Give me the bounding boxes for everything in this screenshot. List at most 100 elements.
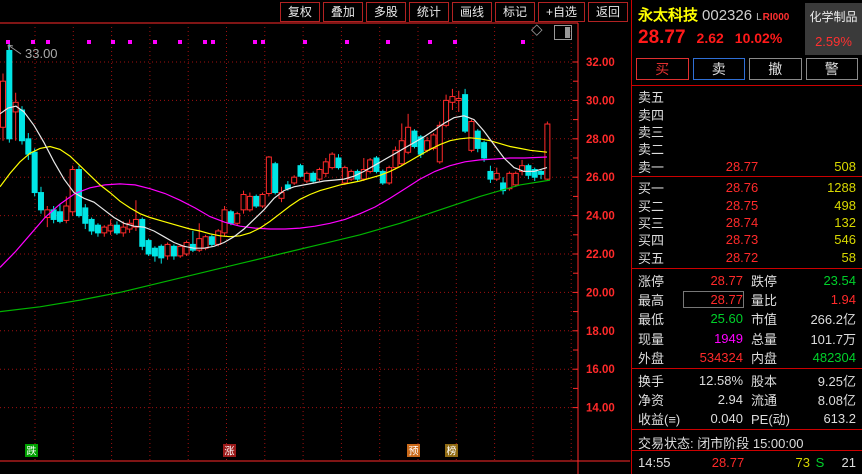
- toolbar-button[interactable]: 统计: [408, 2, 449, 22]
- event-marker-dot: [31, 40, 35, 44]
- stat-value: 1949: [714, 330, 743, 346]
- buy-level-row[interactable]: 买四 28.73 546: [632, 231, 862, 248]
- stock-header: 永太科技 002326 LRI000: [638, 4, 789, 25]
- stats-grid: 涨停 28.77 跌停 23.54 最高 28.77 量比 1.94 最低 25.60 市值 266.…: [632, 271, 862, 367]
- sell-level-row[interactable]: 卖四: [632, 105, 862, 123]
- stat-label: 外盘: [638, 350, 665, 366]
- candle-body: [215, 230, 222, 245]
- toolbar-button[interactable]: +自选: [537, 2, 585, 22]
- event-badge-label: 涨: [225, 446, 235, 458]
- candle-body: [170, 245, 177, 257]
- quote-price: 28.72: [725, 249, 759, 265]
- stats-row: 最高 28.77 量比 1.94: [632, 290, 862, 309]
- candle-body: [25, 138, 32, 155]
- toolbar-button[interactable]: 叠加: [322, 2, 363, 22]
- stat-label: 股本: [751, 374, 778, 390]
- candlestick-chart[interactable]: 14.00 16.00 18.00 20.00 22.00 24.00 26.00 28.00…: [0, 0, 632, 474]
- quote-price: 28.76: [725, 180, 759, 196]
- stat-label: 总量: [751, 331, 778, 347]
- toolbar-button[interactable]: 多股: [365, 2, 406, 22]
- buy-level-row[interactable]: 买三 28.74 132: [632, 214, 862, 231]
- order-buttons: 买卖撤警: [636, 58, 858, 80]
- buy-level-row[interactable]: 买五 28.72 58: [632, 249, 862, 266]
- candle-body: [202, 236, 209, 249]
- stat-label: 换手: [638, 374, 665, 390]
- sell-level-row[interactable]: 卖二: [632, 140, 862, 157]
- stat-cell: 股本 9.25亿: [751, 371, 856, 390]
- candle-body: [424, 140, 431, 151]
- stat-label: 跌停: [751, 274, 778, 290]
- stats-row: 外盘 534324 内盘 482304: [632, 348, 862, 367]
- stat-value: 9.25亿: [817, 374, 856, 390]
- sell-level-row[interactable]: 卖五: [632, 88, 862, 105]
- stat-value: 25.60: [710, 311, 743, 327]
- order-button[interactable]: 撤: [749, 58, 802, 80]
- y-axis-label: 18.00: [586, 326, 615, 338]
- diamond-marker-icon[interactable]: ◇: [531, 21, 543, 38]
- stat-value: 1.94: [830, 292, 856, 308]
- order-button[interactable]: 警: [805, 58, 858, 80]
- candle-body: [405, 126, 412, 153]
- candle-body: [63, 205, 70, 221]
- candle-body: [240, 193, 247, 211]
- candle-body: [367, 159, 374, 172]
- sell-level-row[interactable]: 卖一 28.77 508: [632, 158, 862, 175]
- tick-row: 14:55 28.77 73 S 21: [632, 453, 862, 472]
- ma-line-mid-yellow: [0, 137, 548, 238]
- order-button[interactable]: 卖: [692, 58, 745, 80]
- annotation-arrow: [7, 44, 22, 55]
- separator: [632, 368, 862, 369]
- candle-body: [449, 96, 456, 103]
- tick-volume: 73: [795, 455, 810, 470]
- ma-line-mid-magenta: [0, 156, 548, 268]
- toolbar-button[interactable]: 返回: [587, 2, 628, 22]
- event-badge[interactable]: [223, 444, 236, 457]
- stat-cell: 收益(≡) 0.040: [638, 409, 743, 428]
- stat-cell: 涨停 28.77: [638, 271, 743, 290]
- event-badge[interactable]: [407, 444, 420, 457]
- stat-value: 8.08亿: [817, 393, 856, 409]
- order-button[interactable]: 买: [636, 58, 689, 80]
- candle-body: [474, 130, 481, 149]
- candle-body: [487, 170, 494, 180]
- quote-panel: 永太科技 002326 LRI000 28.77 2.62 10.02% 化学制品 …: [631, 0, 862, 474]
- stat-cell: 跌停 23.54: [751, 271, 856, 290]
- candle-body: [145, 240, 152, 255]
- y-axis-label: 28.00: [586, 134, 615, 146]
- candle-body: [101, 226, 108, 234]
- event-marker-dot: [261, 40, 265, 44]
- toolbar-button[interactable]: 复权: [279, 2, 320, 22]
- event-badge[interactable]: [25, 444, 38, 457]
- candle-body: [316, 169, 323, 180]
- sector-badge[interactable]: 化学制品 2.59%: [805, 3, 862, 55]
- annotation-arrow-head: [7, 44, 14, 47]
- sell-level-row[interactable]: 卖三: [632, 123, 862, 140]
- toolbar-button[interactable]: 画线: [451, 2, 492, 22]
- stat-value: 12.58%: [698, 373, 743, 389]
- candle-body: [386, 167, 393, 184]
- quote-label: 买五: [638, 250, 665, 266]
- stat-label: 市值: [751, 312, 778, 328]
- event-marker-dot: [87, 40, 91, 44]
- candle-body: [519, 165, 526, 172]
- stat-cell: 流通 8.08亿: [751, 390, 856, 409]
- event-badge[interactable]: [445, 444, 458, 457]
- y-axis-label: 20.00: [586, 287, 615, 299]
- window-panel-icon[interactable]: [554, 25, 572, 40]
- stock-code: 002326: [702, 7, 753, 24]
- candle-body: [493, 172, 500, 180]
- buy-level-row[interactable]: 买一 28.76 1288: [632, 179, 862, 196]
- separator: [632, 268, 862, 269]
- stat-value: 534324: [699, 349, 743, 365]
- event-marker-dot: [428, 40, 432, 44]
- candle-body: [88, 218, 95, 232]
- separator: [632, 85, 862, 86]
- stat-cell: 最高 28.77: [638, 290, 744, 309]
- event-badge-label: 预: [409, 446, 419, 458]
- candle-body: [272, 163, 279, 194]
- toolbar-button[interactable]: 标记: [494, 2, 535, 22]
- stat-cell: 量比 1.94: [751, 290, 856, 309]
- candle-body: [246, 195, 253, 211]
- candle-body: [341, 167, 348, 184]
- buy-level-row[interactable]: 买二 28.75 498: [632, 196, 862, 214]
